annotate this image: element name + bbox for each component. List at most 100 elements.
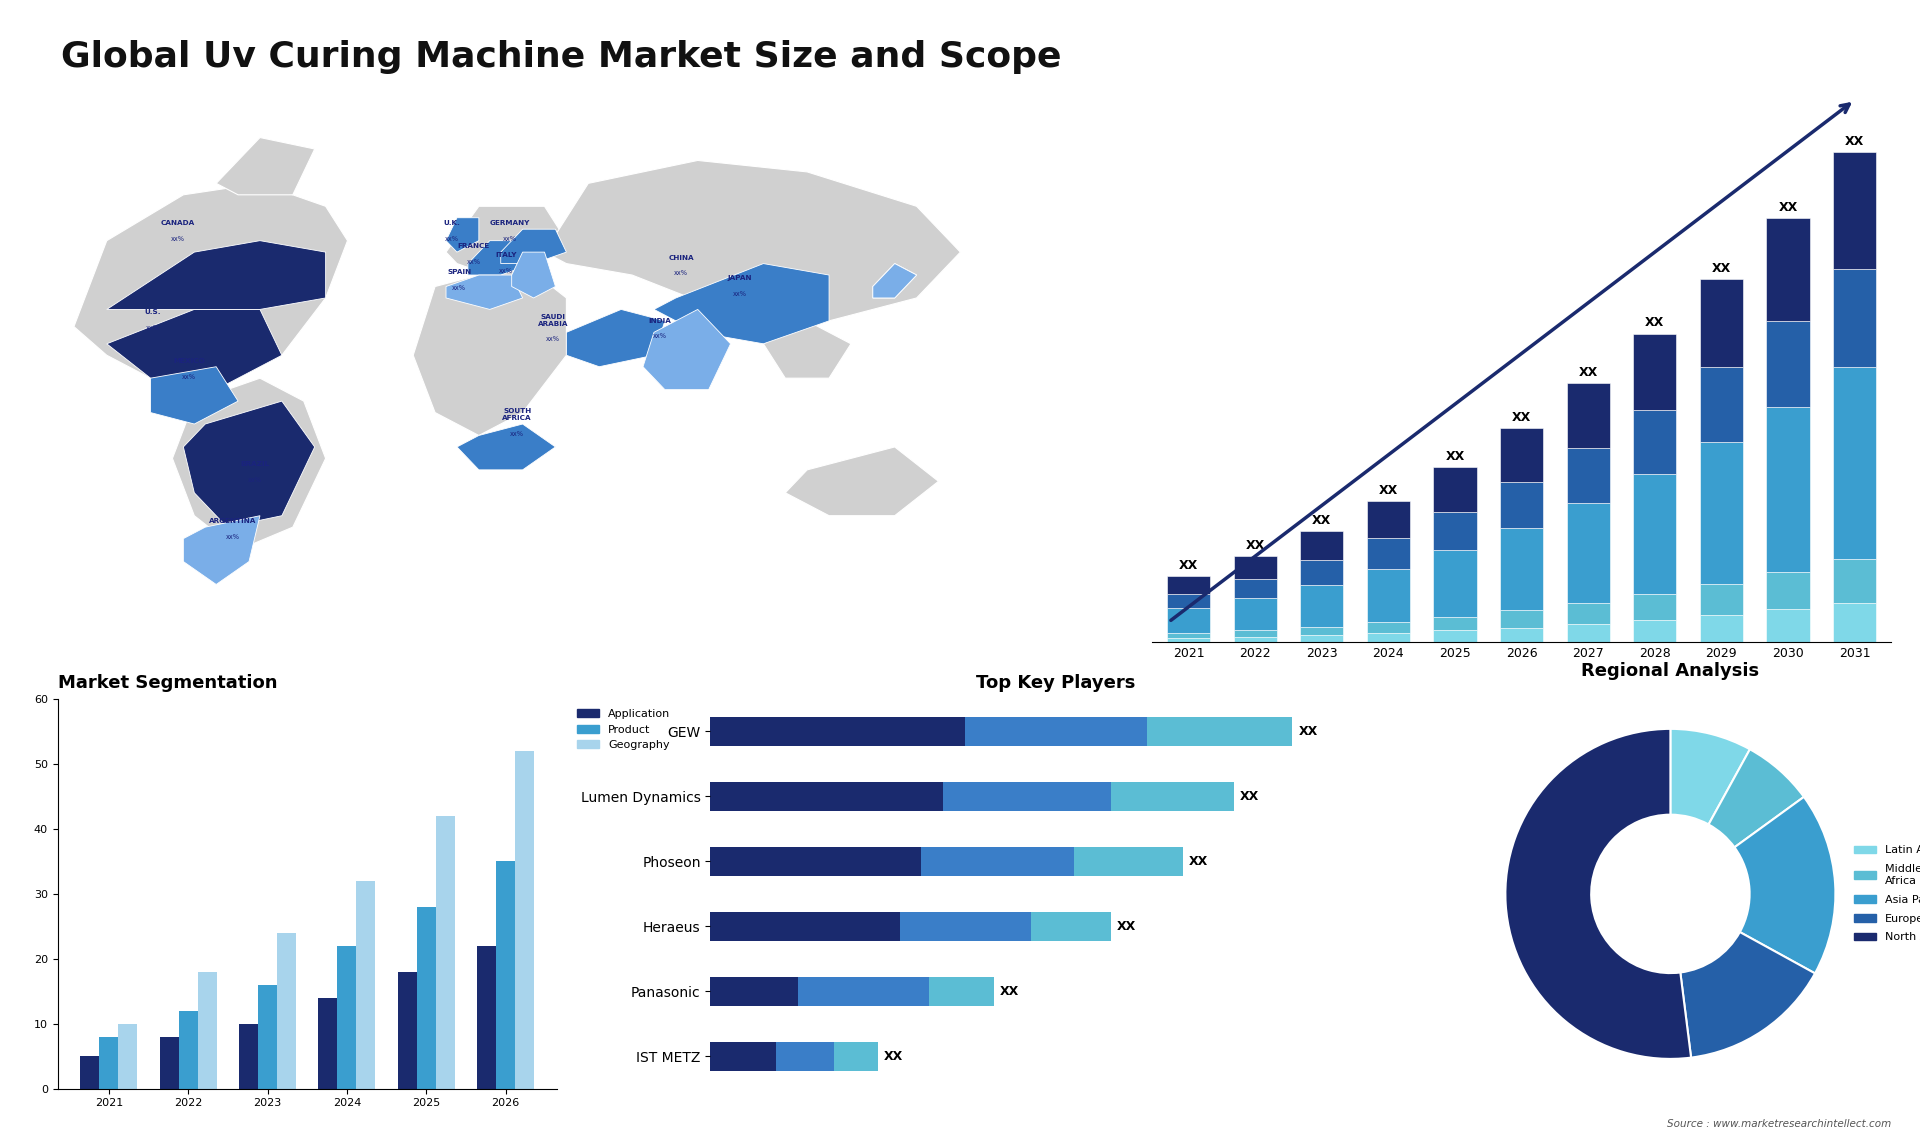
Text: xx%: xx% <box>547 336 561 343</box>
Polygon shape <box>182 401 315 527</box>
Text: XX: XX <box>1246 539 1265 551</box>
Wedge shape <box>1505 729 1692 1059</box>
Bar <box>1031 912 1110 941</box>
Text: xx%: xx% <box>467 259 480 265</box>
Polygon shape <box>545 160 960 321</box>
Polygon shape <box>108 241 326 309</box>
Bar <box>1300 627 1344 635</box>
Text: SAUDI
ARABIA: SAUDI ARABIA <box>538 314 568 327</box>
Text: Market Segmentation: Market Segmentation <box>58 674 276 692</box>
Bar <box>1300 635 1344 642</box>
Bar <box>1699 615 1743 642</box>
Polygon shape <box>173 378 326 550</box>
Polygon shape <box>785 447 939 516</box>
Polygon shape <box>643 309 730 390</box>
Polygon shape <box>874 264 916 298</box>
Wedge shape <box>1670 729 1749 824</box>
Bar <box>1500 628 1544 642</box>
Bar <box>1434 512 1476 550</box>
Legend: Application, Product, Geography: Application, Product, Geography <box>572 705 674 754</box>
Bar <box>1634 333 1676 410</box>
Polygon shape <box>150 367 238 424</box>
Bar <box>179 1011 198 1089</box>
Polygon shape <box>655 264 829 344</box>
Polygon shape <box>764 321 851 378</box>
Polygon shape <box>445 206 566 275</box>
Polygon shape <box>874 264 916 298</box>
Bar <box>1500 482 1544 528</box>
Wedge shape <box>1734 796 1836 973</box>
Bar <box>1834 269 1876 367</box>
Bar <box>1434 468 1476 512</box>
Bar <box>1367 633 1409 642</box>
Polygon shape <box>217 138 315 195</box>
Text: CANADA: CANADA <box>161 220 196 227</box>
Bar <box>710 976 797 1006</box>
Bar <box>1073 847 1183 876</box>
Bar <box>1634 474 1676 594</box>
Title: Top Key Players: Top Key Players <box>975 674 1137 692</box>
Bar <box>1567 625 1609 642</box>
Text: xx%: xx% <box>445 236 459 242</box>
Bar <box>1834 152 1876 269</box>
Bar <box>1699 442 1743 584</box>
Bar <box>710 847 922 876</box>
Text: SPAIN: SPAIN <box>447 269 470 275</box>
Bar <box>710 716 966 746</box>
Text: ARGENTINA: ARGENTINA <box>209 518 255 524</box>
Bar <box>1367 568 1409 622</box>
Text: INDIA: INDIA <box>647 317 670 323</box>
Wedge shape <box>1709 749 1805 847</box>
Bar <box>710 912 900 941</box>
Bar <box>1233 630 1277 637</box>
Bar <box>922 847 1073 876</box>
Bar <box>1110 782 1235 811</box>
Polygon shape <box>501 229 566 264</box>
Bar <box>1300 584 1344 627</box>
Wedge shape <box>1680 932 1814 1058</box>
Bar <box>1233 556 1277 579</box>
Bar <box>1167 594 1210 609</box>
Text: XX: XX <box>883 1050 902 1062</box>
Bar <box>1434 630 1476 642</box>
Polygon shape <box>643 309 730 390</box>
Bar <box>357 881 376 1089</box>
Polygon shape <box>457 424 555 470</box>
Bar <box>1233 598 1277 630</box>
Text: xx%: xx% <box>227 534 240 540</box>
Bar <box>1167 609 1210 634</box>
Text: MARKET
RESEARCH
INTELLECT: MARKET RESEARCH INTELLECT <box>1749 101 1793 132</box>
Bar <box>1567 383 1609 448</box>
Bar <box>495 862 515 1089</box>
Bar <box>1766 407 1811 573</box>
Polygon shape <box>468 241 534 275</box>
Bar <box>436 816 455 1089</box>
Bar <box>276 933 296 1089</box>
Title: Regional Analysis: Regional Analysis <box>1582 662 1759 681</box>
Text: XX: XX <box>1311 513 1331 527</box>
Text: XX: XX <box>1179 559 1198 572</box>
Bar <box>1367 622 1409 633</box>
Text: FRANCE: FRANCE <box>457 243 490 249</box>
Text: ITALY: ITALY <box>495 252 516 258</box>
Text: JAPAN: JAPAN <box>728 275 751 281</box>
Bar <box>159 1037 179 1089</box>
Text: xx%: xx% <box>503 236 516 242</box>
Text: Source : www.marketresearchintellect.com: Source : www.marketresearchintellect.com <box>1667 1118 1891 1129</box>
Text: GERMANY: GERMANY <box>490 220 530 227</box>
Bar <box>1567 603 1609 625</box>
Bar <box>1500 528 1544 611</box>
Text: XX: XX <box>1645 316 1665 330</box>
Bar <box>81 1057 100 1089</box>
Text: XX: XX <box>1446 450 1465 463</box>
Bar <box>797 976 929 1006</box>
Bar <box>1500 427 1544 482</box>
Bar <box>417 906 436 1089</box>
Text: XX: XX <box>1298 725 1317 738</box>
Bar <box>397 972 417 1089</box>
Text: xx%: xx% <box>248 477 261 482</box>
Bar <box>966 716 1146 746</box>
Bar <box>1567 503 1609 603</box>
Text: CHINA: CHINA <box>668 254 695 260</box>
Bar <box>1634 620 1676 642</box>
